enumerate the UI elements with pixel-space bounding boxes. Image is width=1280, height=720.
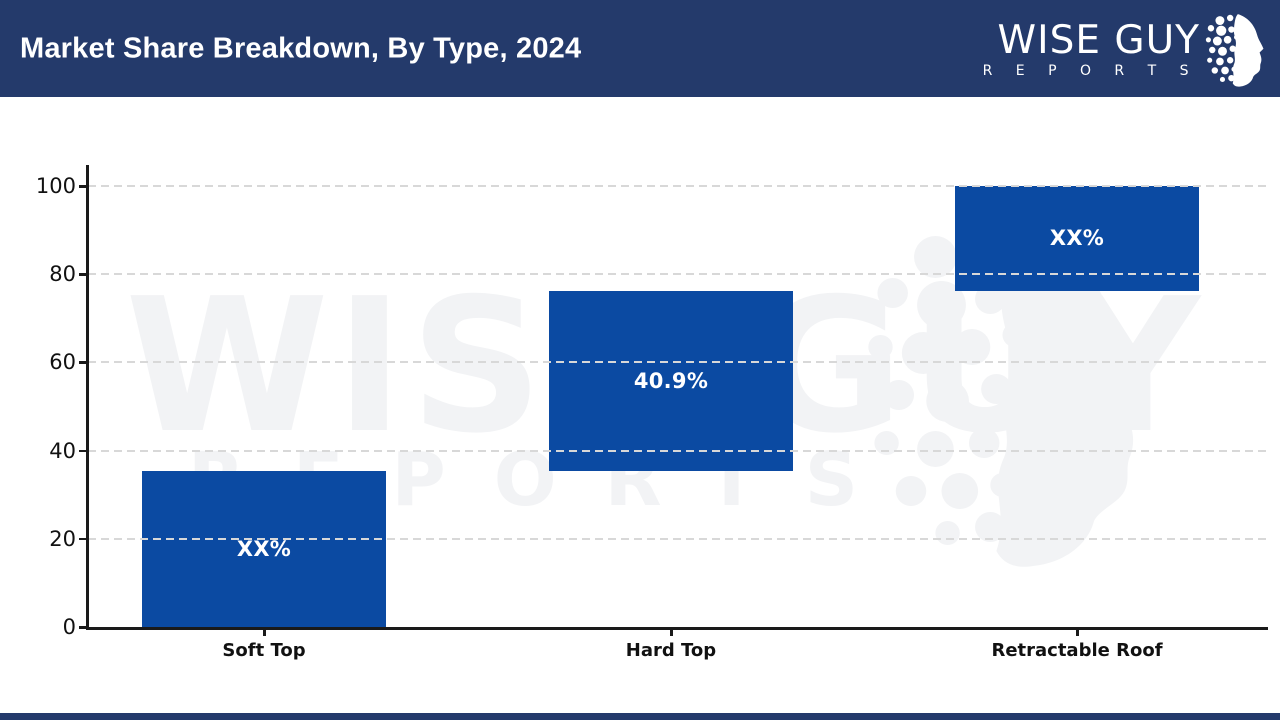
x-axis-tick-mark: [263, 629, 266, 636]
bar-value-label: XX%: [1049, 226, 1105, 251]
x-axis-tick-label: Soft Top: [222, 640, 306, 661]
y-axis-tick-label: 60: [49, 350, 76, 375]
x-axis-line: [86, 627, 1268, 630]
bar-soft-top: XX%: [142, 470, 386, 627]
x-axis-tick-label: Retractable Roof: [991, 640, 1163, 661]
bar-value-label: XX%: [236, 536, 292, 561]
wise-guy-logo: WISE GUY R E P O R T S: [983, 8, 1266, 92]
gridline: [88, 273, 1266, 276]
gridline: [88, 449, 1266, 452]
y-axis-tick-mark: [79, 626, 86, 629]
bar-hard-top: 40.9%: [549, 290, 793, 471]
x-axis-tick-mark: [1076, 629, 1079, 636]
header-bar: Market Share Breakdown, By Type, 2024 WI…: [0, 0, 1280, 97]
y-axis-tick-label: 40: [49, 438, 76, 463]
y-axis-line: [86, 165, 89, 629]
footer-bar: [0, 713, 1280, 720]
x-axis-tick-label: Hard Top: [625, 640, 717, 661]
y-axis-tick-label: 80: [49, 262, 76, 287]
page-title: Market Share Breakdown, By Type, 2024: [20, 32, 582, 64]
logo-wordmark: WISE GUY: [997, 18, 1200, 63]
logo-subtitle: R E P O R T S: [982, 63, 1198, 79]
y-axis-tick-mark: [79, 537, 86, 541]
y-axis-tick-label: 100: [35, 174, 76, 198]
gridline: [88, 185, 1266, 187]
logo-text: WISE GUY R E P O R T S: [983, 21, 1200, 79]
y-axis-tick-mark: [79, 449, 86, 453]
y-axis-tick-mark: [79, 361, 86, 364]
y-axis-tick-label: 0: [62, 615, 76, 639]
y-axis-tick-label: 20: [49, 526, 76, 551]
dotted-head-profile-icon: [1205, 14, 1264, 87]
x-axis-tick-mark: [670, 629, 673, 636]
gridline: [88, 537, 1266, 540]
chart-area: WISE GUY REPORTS 0 20 40 60 80 100 XX% Soft Top…: [0, 97, 1280, 713]
bar-value-label: 40.9%: [633, 368, 709, 393]
gridline: [88, 361, 1266, 364]
bar-retractable-roof: XX%: [955, 186, 1199, 291]
y-axis-tick-mark: [79, 185, 86, 188]
y-axis-tick-mark: [79, 273, 86, 276]
